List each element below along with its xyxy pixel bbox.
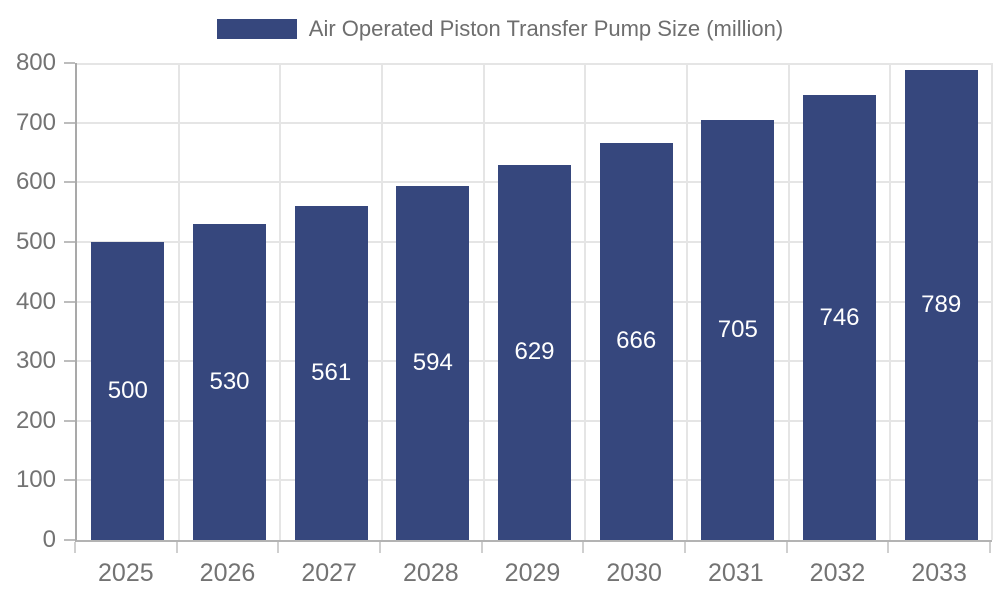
- y-axis-tick-label: 700: [15, 108, 56, 136]
- y-axis-tick-label: 600: [15, 168, 56, 196]
- y-axis-tick-label: 400: [15, 287, 56, 315]
- y-axis-tick: [64, 479, 75, 482]
- gridline-vertical: [889, 63, 892, 540]
- x-axis-tick-label: 2031: [708, 559, 764, 587]
- x-axis-tick-label: 2033: [911, 559, 967, 587]
- gridline-vertical: [686, 63, 688, 540]
- x-axis-tick: [684, 542, 686, 553]
- x-axis-tick-label: 2028: [403, 559, 459, 587]
- y-axis-tick-label: 800: [15, 49, 56, 76]
- gridline-vertical: [177, 63, 180, 540]
- y-axis-tick: [64, 360, 75, 363]
- bar-value-label: 594: [412, 348, 453, 376]
- plot-area: 500 530 561 594 629 666 705 746 789: [75, 63, 993, 542]
- gridline-horizontal: [77, 63, 992, 65]
- bar-2030: 666: [599, 142, 673, 540]
- gridline-horizontal: [77, 121, 992, 124]
- x-axis-tick: [785, 542, 788, 553]
- x-axis-tick-label: 2030: [606, 559, 662, 587]
- bar-2025: 500: [91, 241, 165, 540]
- bar-2032: 746: [803, 95, 876, 540]
- bar-value-label: 500: [107, 376, 148, 404]
- bar-value-label: 629: [514, 338, 555, 366]
- bar-value-label: 746: [819, 303, 860, 331]
- bar-value-label: 666: [616, 327, 657, 355]
- y-axis-tick: [64, 419, 75, 422]
- gridline-vertical: [279, 63, 282, 540]
- y-axis-tick: [64, 121, 75, 124]
- bar-2026: 530: [193, 224, 266, 540]
- legend-label: Air Operated Piston Transfer Pump Size (…: [308, 16, 784, 41]
- x-axis-tick: [175, 542, 178, 553]
- y-axis-tick-label: 100: [15, 466, 56, 494]
- gridline-vertical: [787, 63, 790, 540]
- bar-2033: 789: [904, 69, 978, 540]
- gridline-vertical: [584, 63, 587, 540]
- x-axis-tick-label: 2026: [199, 559, 256, 587]
- y-axis-tick: [64, 300, 75, 303]
- y-axis-tick: [64, 240, 75, 243]
- y-axis-tick-label: 300: [15, 347, 56, 375]
- x-axis-tick-label: 2025: [98, 559, 154, 587]
- x-axis-tick: [989, 542, 991, 553]
- bar-2027: 561: [294, 205, 368, 540]
- bar-value-label: 561: [311, 358, 352, 386]
- x-axis-tick: [379, 542, 381, 553]
- x-axis-tick: [74, 542, 76, 553]
- gridline-vertical: [991, 63, 993, 540]
- bar-value-label: 530: [209, 368, 250, 395]
- bar-2031: 705: [701, 119, 775, 540]
- legend-item[interactable]: Air Operated Piston Transfer Pump Size (…: [216, 16, 784, 42]
- x-axis-tick-label: 2032: [809, 559, 866, 587]
- y-axis-tick: [64, 181, 75, 184]
- x-axis-tick: [582, 542, 585, 553]
- gridline-vertical: [381, 63, 383, 540]
- bar-2029: 629: [498, 164, 571, 540]
- y-axis-tick: [64, 62, 75, 64]
- bar-value-label: 789: [921, 290, 962, 318]
- legend: Air Operated Piston Transfer Pump Size (…: [0, 16, 1000, 42]
- y-axis-tick-label: 200: [15, 406, 56, 434]
- x-axis-tick-label: 2027: [301, 559, 357, 587]
- x-axis-tick: [277, 542, 280, 553]
- x-axis-tick: [887, 542, 890, 553]
- y-axis-tick-label: 500: [15, 227, 56, 255]
- gridline-vertical: [482, 63, 485, 540]
- x-axis-tick-label: 2029: [504, 559, 561, 587]
- legend-swatch: [216, 19, 297, 39]
- x-axis-tick: [480, 542, 483, 553]
- y-axis-tick: [64, 539, 75, 541]
- bar-value-label: 705: [717, 315, 758, 343]
- y-axis-tick-label: 0: [42, 526, 56, 553]
- bar-2028: 594: [396, 185, 470, 540]
